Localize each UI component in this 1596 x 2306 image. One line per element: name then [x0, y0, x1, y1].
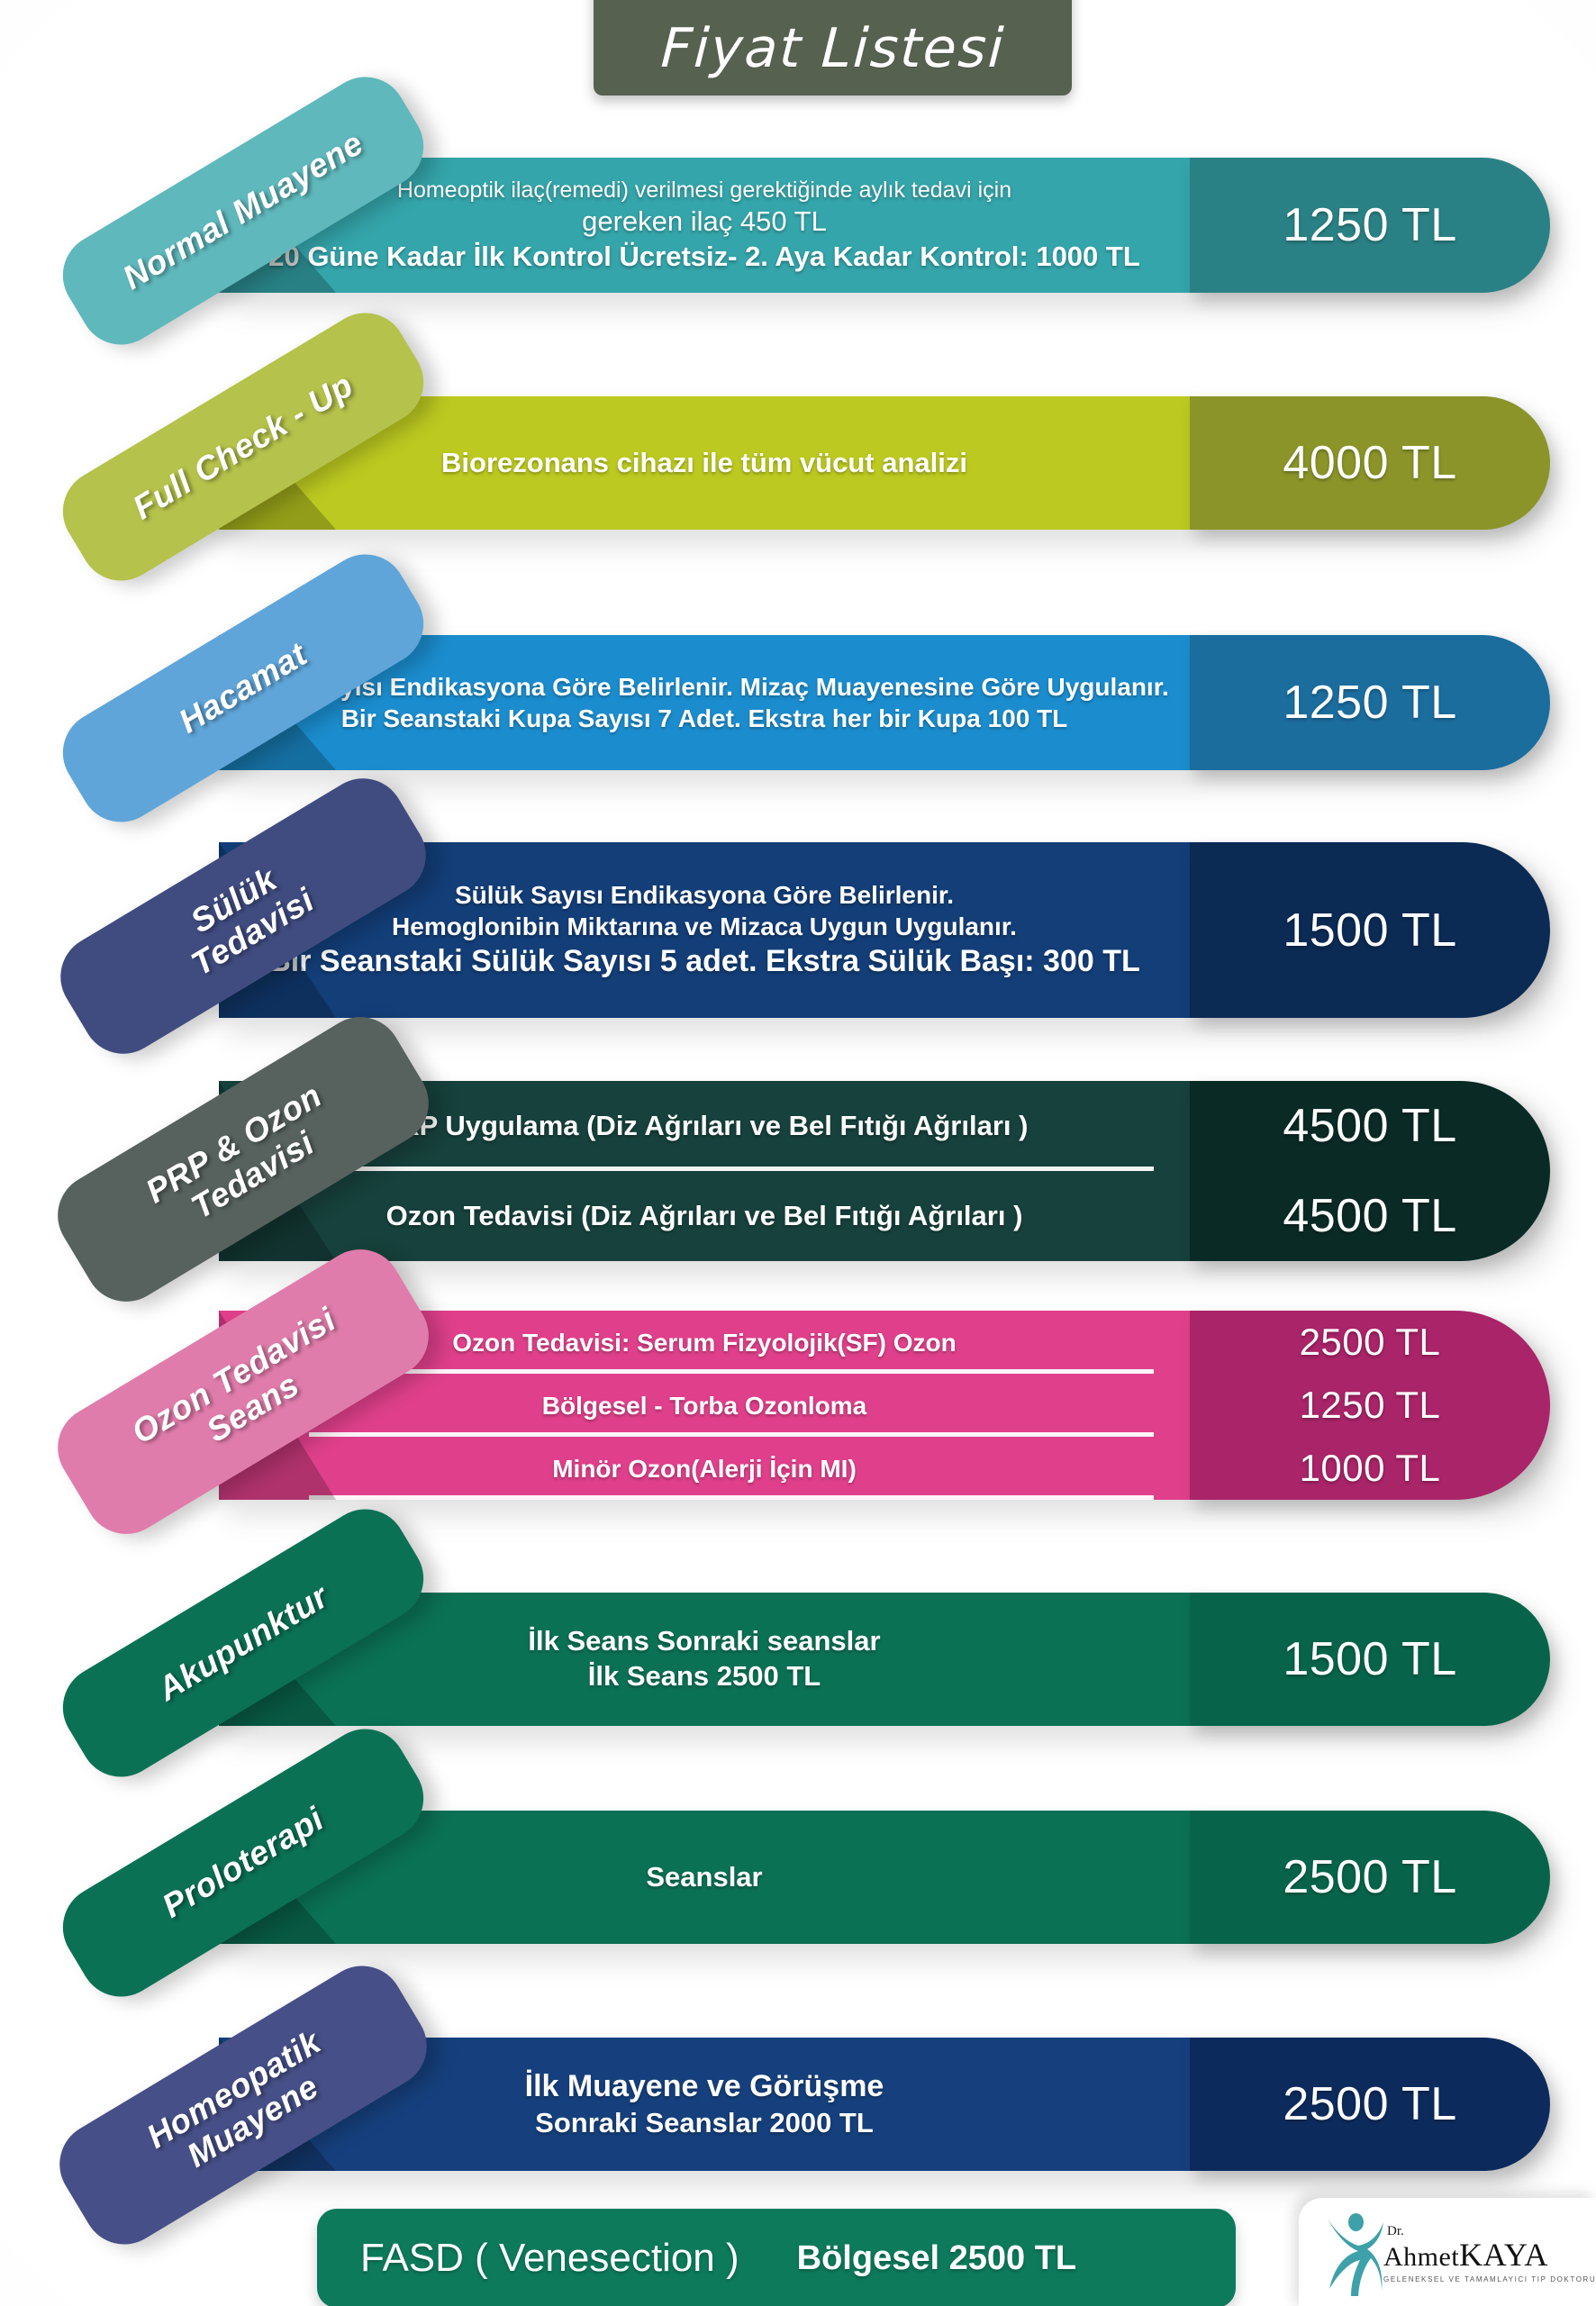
price-cell: 4500 TL [1190, 1171, 1550, 1261]
sub-item-label: PRP Uygulama (Diz Ağrıları ve Bel Fıtığı… [380, 1109, 1029, 1141]
price-block: 2500 TL 1250 TL 1000 TL [1190, 1311, 1550, 1500]
price-value: 1250 TL [1283, 676, 1457, 729]
price-value: 1500 TL [1283, 1633, 1457, 1685]
price-block: 4500 TL 4500 TL [1190, 1081, 1550, 1261]
price-row: Sülük Sayısı Endikasyona Göre Belirlenir… [0, 842, 1596, 1034]
row-description-line: 20 Güne Kadar İlk Kontrol Ücretsiz- 2. A… [268, 240, 1140, 272]
sub-item: Minör Ozon(Alerji İçin MI) [219, 1437, 1190, 1500]
price-block: 1250 TL [1190, 635, 1550, 770]
fasd-price: Bölgesel 2500 TL [796, 2238, 1077, 2277]
row-description-line: Seanslar [646, 1860, 763, 1893]
row-description-line: Homeoptik ilaç(remedi) verilmesi gerekti… [396, 177, 1012, 203]
sub-item-list: PRP Uygulama (Diz Ağrıları ve Bel Fıtığı… [219, 1081, 1190, 1261]
divider-rule [309, 1369, 1154, 1374]
sub-item-label: Bölgesel - Torba Ozonloma [541, 1391, 867, 1420]
price-cell: 4500 TL [1190, 1081, 1550, 1171]
logo-name-last: KAYA [1459, 2237, 1548, 2273]
price-value: 4000 TL [1283, 437, 1457, 489]
divider-rule [309, 1432, 1154, 1437]
title-banner: Fiyat Listesi [594, 0, 1072, 95]
price-value: 2500 TL [1283, 2078, 1457, 2130]
sub-item-list: Ozon Tedavisi: Serum Fizyolojik(SF) Ozon… [219, 1311, 1190, 1500]
row-description-line: Bir Seanstaki Kupa Sayısı 7 Adet. Ekstra… [340, 704, 1068, 732]
logo-name-first: Ahmet [1383, 2242, 1460, 2272]
fasd-title: FASD ( Venesection ) [360, 2236, 739, 2280]
price-block: 1500 TL [1190, 1593, 1550, 1726]
price-value: 4500 TL [1283, 1190, 1457, 1242]
price-row: PRP Uygulama (Diz Ağrıları ve Bel Fıtığı… [0, 1081, 1596, 1277]
sub-item-label: Ozon Tedavisi: Serum Fizyolojik(SF) Ozon [452, 1328, 957, 1357]
price-row: Biorezonans cihazı ile tüm vücut analizi… [0, 396, 1596, 546]
price-list: 4500 TL 4500 TL [1190, 1081, 1550, 1261]
sub-item: Ozon Tedavisi: Serum Fizyolojik(SF) Ozon [219, 1311, 1190, 1374]
row-description-line: İlk Seans 2500 TL [587, 1660, 821, 1692]
row-description-line: gereken ilaç 450 TL [582, 204, 827, 237]
price-block: 4000 TL [1190, 396, 1550, 530]
price-value: 2500 TL [1283, 1851, 1457, 1903]
price-list: 2500 TL 1250 TL 1000 TL [1190, 1311, 1550, 1500]
row-description-line: Sülük Sayısı Endikasyona Göre Belirlenir… [455, 881, 954, 910]
price-value: 1250 TL [1283, 199, 1457, 251]
service-label: Hacamat [172, 635, 314, 741]
sub-item: Ozon Tedavisi (Diz Ağrıları ve Bel Fıtığ… [219, 1171, 1190, 1261]
price-block: 1250 TL [1190, 158, 1550, 293]
row-description-line: Biorezonans cihazı ile tüm vücut analizi [441, 446, 967, 478]
price-value: 1000 TL [1299, 1447, 1441, 1489]
logo-prefix: Dr. [1387, 2224, 1404, 2238]
price-row: Seanslar 2500 TL [0, 1811, 1596, 1960]
sub-item-label: Ozon Tedavisi (Diz Ağrıları ve Bel Fıtığ… [385, 1199, 1023, 1231]
price-value: 1250 TL [1299, 1384, 1441, 1426]
row-description-line: Kupa Sayısı Endikasyona Göre Belirlenir.… [240, 673, 1169, 701]
price-block: 2500 TL [1190, 2038, 1550, 2171]
page-title: Fiyat Listesi [658, 17, 1007, 80]
sub-item: Bölgesel - Torba Ozonloma [219, 1374, 1190, 1437]
price-cell: 2500 TL [1190, 1311, 1550, 1374]
logo-tagline: GELENEKSEL VE TAMAMLAYICI TIP DOKTORU [1383, 2275, 1596, 2283]
price-block: 2500 TL [1190, 1811, 1550, 1944]
price-row: İlk Seans Sonraki seanslar İlk Seans 2500… [0, 1593, 1596, 1742]
clinic-logo: Dr. AhmetKAYA GELENEKSEL VE TAMAMLAYICI … [1299, 2198, 1596, 2306]
sub-item-label: Minör Ozon(Alerji İçin MI) [552, 1454, 857, 1483]
logo-name: AhmetKAYA [1383, 2238, 1596, 2271]
row-description-line: Hemoglonibin Miktarına ve Mizaca Uygun U… [392, 912, 1017, 941]
divider-rule [309, 1167, 1154, 1171]
price-value: 4500 TL [1283, 1100, 1457, 1152]
price-cell: 1250 TL [1190, 1374, 1550, 1437]
fasd-footer-bar: FASD ( Venesection ) Bölgesel 2500 TL [317, 2209, 1236, 2306]
row-description-line: Bir Seanstaki Sülük Sayısı 5 adet. Ekstr… [268, 944, 1140, 979]
row-description-line: İlk Seans Sonraki seanslar [528, 1625, 881, 1657]
price-row: Homeoptik ilaç(remedi) verilmesi gerekti… [0, 158, 1596, 309]
row-description-line: İlk Muayene ve Görüşme [524, 2069, 884, 2104]
price-value: 1500 TL [1283, 903, 1457, 957]
price-block: 1500 TL [1190, 842, 1550, 1018]
price-row: İlk Muayene ve Görüşme Sonraki Seanslar 2… [0, 2038, 1596, 2187]
price-row: Ozon Tedavisi: Serum Fizyolojik(SF) Ozon… [0, 1311, 1596, 1516]
sub-item: PRP Uygulama (Diz Ağrıları ve Bel Fıtığı… [219, 1081, 1190, 1171]
human-figure-icon [1328, 2212, 1383, 2296]
price-cell: 1000 TL [1190, 1437, 1550, 1500]
row-description-line: Sonraki Seanslar 2000 TL [535, 2106, 874, 2138]
price-value: 2500 TL [1299, 1321, 1441, 1363]
row-description-band: PRP Uygulama (Diz Ağrıları ve Bel Fıtığı… [219, 1081, 1190, 1261]
divider-rule [309, 1495, 1154, 1500]
